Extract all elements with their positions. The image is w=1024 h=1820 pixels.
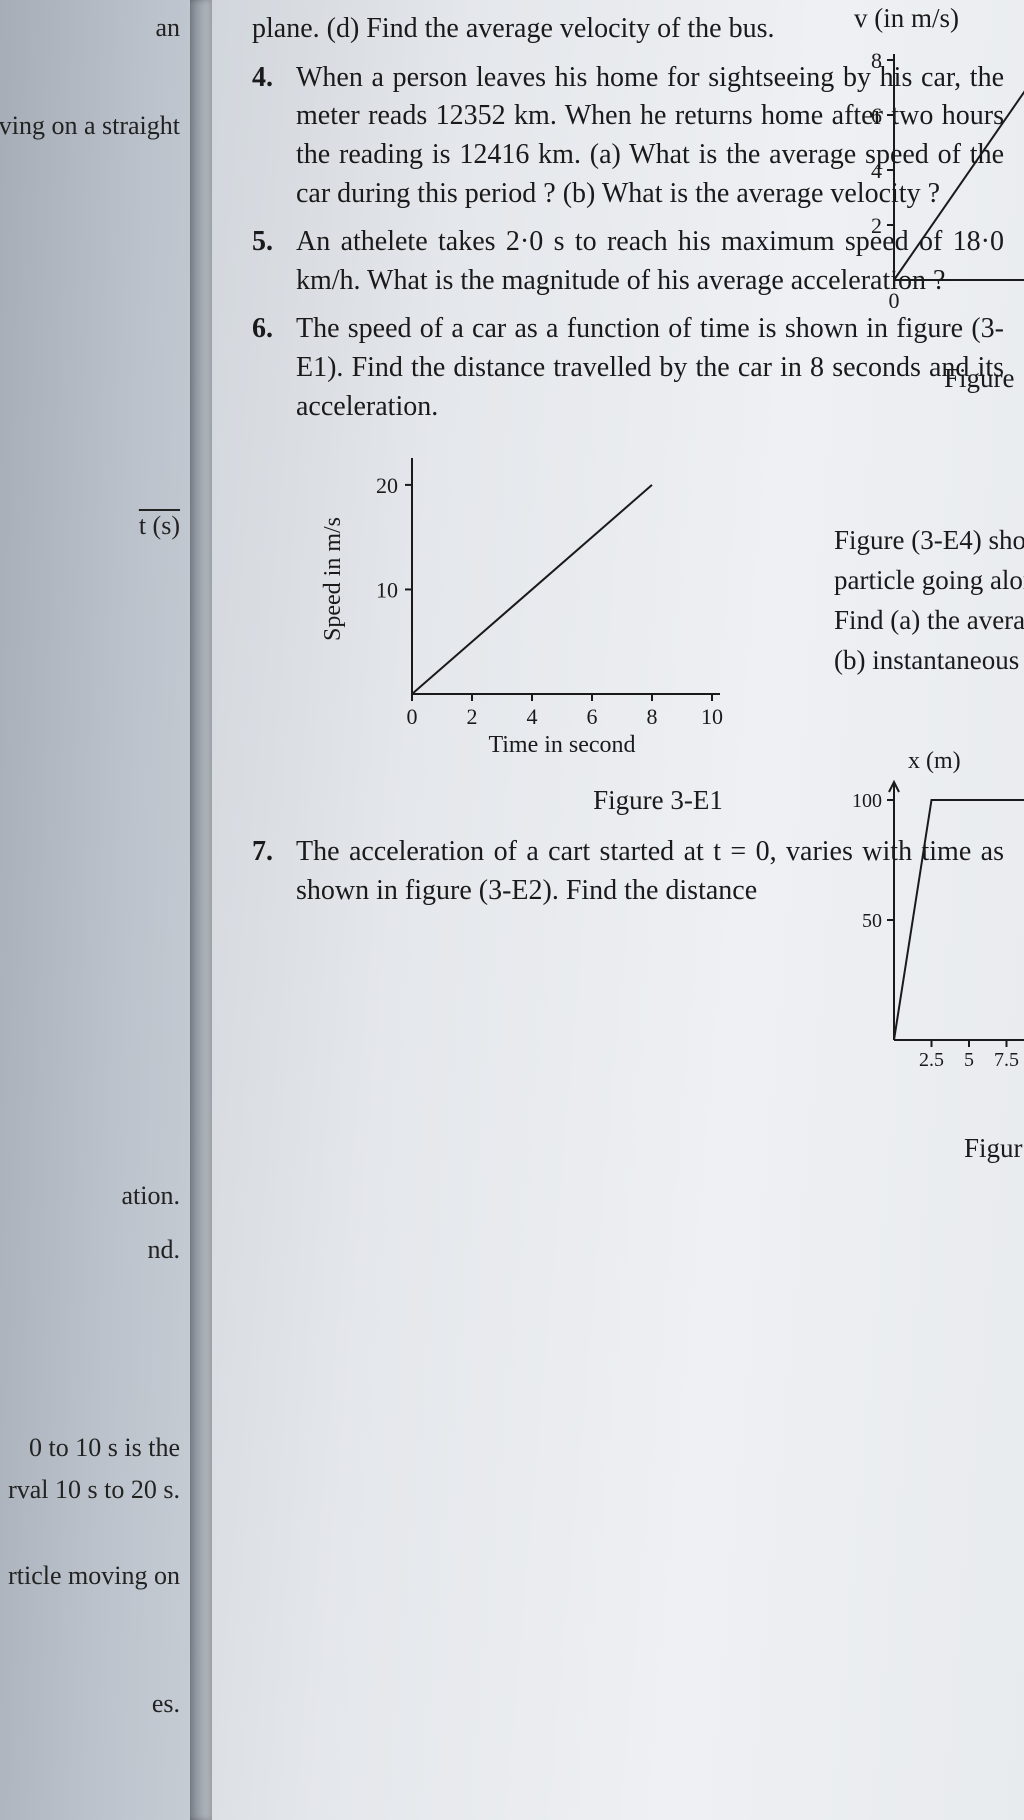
figure-3-e1-chart: 0 2 4 6 8 10 10 20 Time in second Speed in m/s (312, 444, 732, 764)
svg-text:7.5: 7.5 (994, 1049, 1019, 1071)
svg-text:2.5: 2.5 (919, 1049, 944, 1071)
svg-text:0: 0 (407, 704, 418, 729)
right-cut-column: v (in m/s) 246805 Figure 9. Figure (3-E4… (834, 0, 1024, 1820)
bottom-chart-fragment: x (m)501002.557.510 (834, 740, 1024, 1100)
svg-text:10: 10 (376, 578, 398, 603)
frag-text: ation. (122, 1178, 181, 1213)
svg-text:4: 4 (527, 704, 538, 729)
frag-text: rval 10 s to 20 s. (8, 1472, 180, 1507)
frag-text: t (s) (139, 508, 180, 543)
svg-text:10: 10 (701, 704, 723, 729)
main-column: plane. (d) Find the average velocity of … (212, 0, 1024, 1820)
q9-line: (b) instantaneous velocity (834, 642, 1024, 678)
svg-text:Time in second: Time in second (488, 732, 635, 758)
question-number: 5. (252, 223, 273, 262)
top-chart-fragment: 246805 (834, 30, 1024, 330)
svg-text:0: 0 (889, 288, 900, 313)
svg-text:6: 6 (871, 103, 882, 128)
page: an noving on a straight t (s) ation. nd.… (0, 0, 1024, 1820)
svg-text:2: 2 (467, 704, 478, 729)
q9-line: Find (a) the average (834, 602, 1024, 638)
question-number: 7. (252, 833, 273, 872)
svg-text:Speed in m/s: Speed in m/s (320, 517, 346, 641)
svg-text:20: 20 (376, 473, 398, 498)
question-number: 4. (252, 59, 273, 98)
svg-text:8: 8 (647, 704, 658, 729)
svg-text:2: 2 (871, 213, 882, 238)
q9-line: particle going along the (834, 562, 1024, 598)
svg-text:100: 100 (852, 790, 882, 812)
question-number: 6. (252, 310, 273, 349)
svg-text:50: 50 (862, 910, 882, 932)
frag-text: nd. (148, 1232, 181, 1267)
figure-word: Figure (944, 360, 1015, 396)
text: plane. (d) Find the average velocity of … (252, 13, 775, 44)
q9-line: Figure (3-E4) shows the g (834, 522, 1024, 558)
svg-text:4: 4 (871, 158, 882, 183)
svg-text:8: 8 (871, 48, 882, 73)
page-gutter (190, 0, 212, 1820)
frag-text: an (155, 10, 180, 45)
frag-text: 0 to 10 s is the (29, 1430, 180, 1465)
frag-text: noving on a straight (0, 108, 180, 143)
svg-text:x (m): x (m) (908, 748, 961, 774)
svg-text:5: 5 (964, 1049, 974, 1071)
svg-text:6: 6 (587, 704, 598, 729)
frag-text: es. (152, 1686, 180, 1721)
frag-text: rticle moving on (8, 1558, 180, 1593)
left-page-sliver: an noving on a straight t (s) ation. nd.… (0, 0, 190, 1820)
figure-word: Figur (964, 1130, 1023, 1166)
